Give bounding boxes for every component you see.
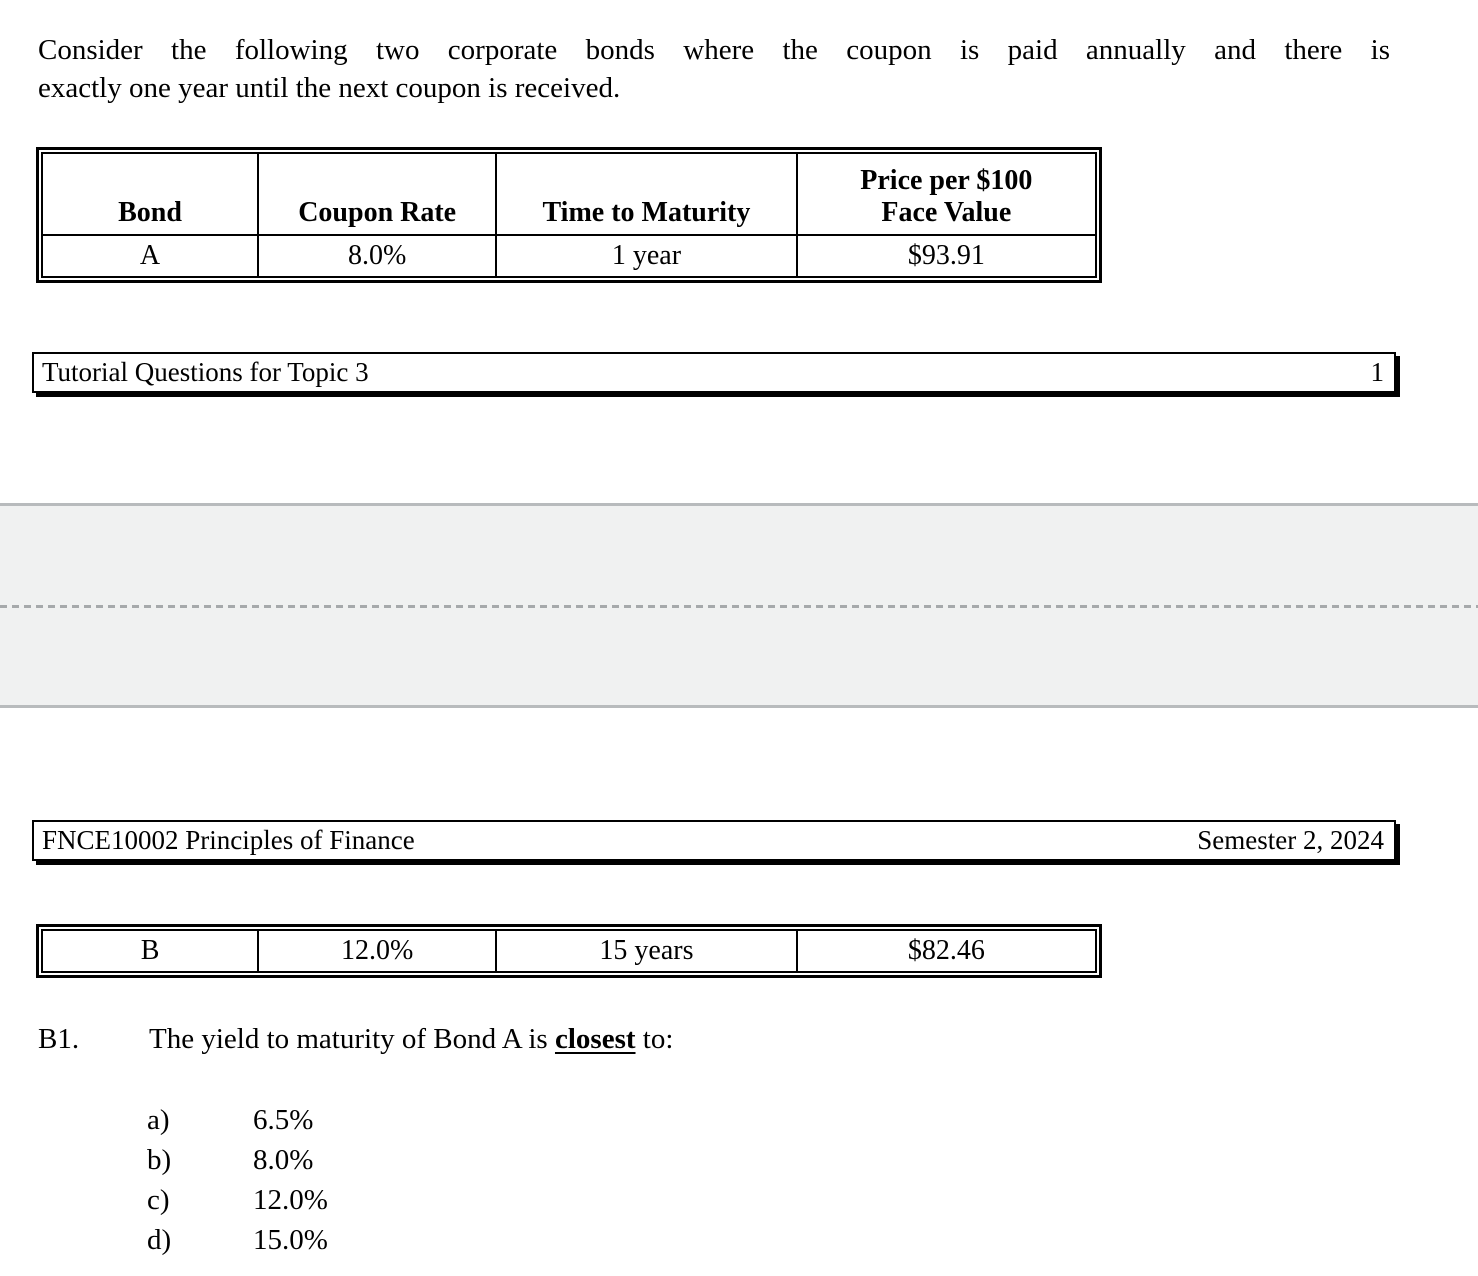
header-price: Price per $100 Face Value xyxy=(795,152,1098,236)
cell-bond-a-name: A xyxy=(40,234,260,278)
header-time-to-maturity: Time to Maturity xyxy=(495,152,798,236)
question-text-after: to: xyxy=(635,1023,674,1055)
bond-table-page1: Bond Coupon Rate Time to Maturity Price … xyxy=(36,147,1102,283)
intro-paragraph: Consider the following two corporate bon… xyxy=(38,31,1390,107)
page-number: 1 xyxy=(1370,357,1385,387)
page-break-band xyxy=(0,503,1478,708)
semester-label: Semester 2, 2024 xyxy=(1197,825,1384,855)
option-row-b: b) 8.0% xyxy=(147,1140,328,1180)
option-row-a: a) 6.5% xyxy=(147,1100,328,1140)
option-label-d: d) xyxy=(147,1224,172,1256)
table-row-bond-a: A 8.0% 1 year $93.91 xyxy=(40,234,1098,278)
question-text-before: The yield to maturity of Bond A is xyxy=(149,1023,555,1055)
question-text-emphasis: closest xyxy=(554,1023,636,1055)
option-label-c: c) xyxy=(147,1184,170,1216)
option-label-b: b) xyxy=(147,1144,172,1176)
cell-bond-b-name: B xyxy=(40,929,260,973)
course-title: FNCE10002 Principles of Finance xyxy=(42,825,415,855)
cell-bond-a-maturity: 1 year xyxy=(495,234,798,278)
option-value-c: 12.0% xyxy=(253,1184,328,1216)
intro-line-2: exactly one year until the next coupon i… xyxy=(38,72,621,104)
cell-bond-b-price: $82.46 xyxy=(795,929,1098,973)
page2-header-bar: FNCE10002 Principles of Finance Semester… xyxy=(32,820,1396,861)
table-row-bond-b: B 12.0% 15 years $82.46 xyxy=(40,929,1098,973)
option-row-c: c) 12.0% xyxy=(147,1180,328,1220)
page1-footer-bar: Tutorial Questions for Topic 3 1 xyxy=(32,352,1396,393)
page-break-dashed-line xyxy=(0,605,1478,608)
header-coupon-rate: Coupon Rate xyxy=(257,152,498,236)
option-value-d: 15.0% xyxy=(253,1224,328,1256)
cell-bond-b-coupon: 12.0% xyxy=(257,929,498,973)
bond-table-page2: B 12.0% 15 years $82.46 xyxy=(36,924,1102,978)
option-value-a: 6.5% xyxy=(253,1104,314,1136)
option-row-d: d) 15.0% xyxy=(147,1220,328,1260)
header-bond: Bond xyxy=(40,152,260,236)
option-value-b: 8.0% xyxy=(253,1144,314,1176)
answer-options: a) 6.5% b) 8.0% c) 12.0% d) 15.0% xyxy=(147,1100,328,1260)
cell-bond-b-maturity: 15 years xyxy=(495,929,798,973)
intro-line-1: Consider the following two corporate bon… xyxy=(38,34,1390,66)
option-label-a: a) xyxy=(147,1104,170,1136)
question-b1: B1. The yield to maturity of Bond A is cl… xyxy=(38,1021,1390,1058)
header-price-label: Price per $100 Face Value xyxy=(860,165,1033,228)
bond-table-header-row: Bond Coupon Rate Time to Maturity Price … xyxy=(40,152,1098,236)
footer-title: Tutorial Questions for Topic 3 xyxy=(42,357,369,387)
cell-bond-a-coupon: 8.0% xyxy=(257,234,498,278)
cell-bond-a-price: $93.91 xyxy=(795,234,1098,278)
question-number: B1. xyxy=(38,1023,80,1055)
